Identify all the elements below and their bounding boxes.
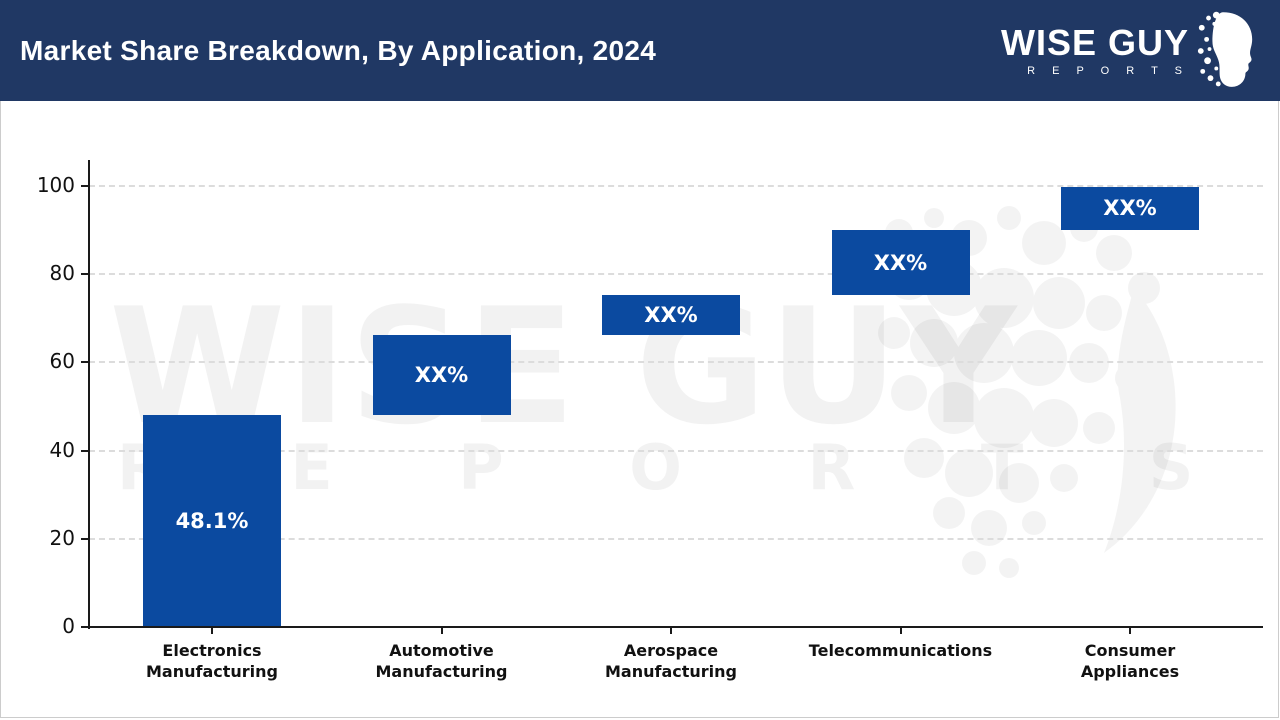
gridline-20	[89, 537, 1263, 540]
y-tick-label-60: 60	[49, 349, 75, 374]
x-axis	[88, 626, 1263, 628]
gridline-100	[89, 185, 1263, 187]
y-axis	[88, 160, 90, 629]
y-tick-40	[81, 449, 89, 452]
logo-face-icon	[1197, 11, 1253, 87]
watermark-face-icon	[878, 206, 1176, 578]
logo-text: WISE GUY R E P O R T S	[1000, 21, 1189, 77]
gridline-40	[89, 449, 1263, 452]
x-tick-0	[211, 627, 213, 634]
x-tick-2	[670, 627, 672, 634]
chart-title: Market Share Breakdown, By Application, …	[20, 34, 657, 66]
y-tick-100	[81, 185, 89, 187]
waterfall-bar-4	[1061, 186, 1199, 231]
plot-area: 0 20 40 60 80 100 48.1% Electronics Manufacturin…	[1, 101, 1278, 717]
chart-area: WISE GUY R E P O R T S 0 20 40 60 80 100 48.1%…	[0, 101, 1279, 718]
x-tick-label-1: Automotive Manufacturing	[375, 641, 508, 681]
gridline-80	[89, 273, 1263, 276]
y-tick-label-100: 100	[36, 173, 75, 197]
y-tick-label-0: 0	[62, 614, 75, 638]
gridline-60	[89, 361, 1263, 364]
x-tick-label-0: Electronics Manufacturing	[146, 641, 278, 681]
x-tick-label-2: Aerospace Manufacturing	[605, 641, 737, 681]
bar-value-label-4: XX%	[1103, 196, 1157, 221]
y-tick-60	[81, 361, 89, 364]
y-tick-label-80: 80	[49, 261, 75, 286]
header-bar: Market Share Breakdown, By Application, …	[0, 0, 1280, 101]
logo-wordmark: WISE GUY	[1000, 21, 1189, 63]
bar-value-label-0: 48.1%	[175, 508, 249, 533]
waterfall-bar-3	[831, 230, 970, 295]
y-tick-label-20: 20	[49, 525, 75, 550]
waterfall-bar-0	[143, 414, 281, 627]
y-tick-0	[81, 626, 89, 628]
bar-value-label-2: XX%	[644, 303, 698, 328]
y-tick-80	[81, 273, 89, 276]
x-tick-4	[1129, 627, 1131, 634]
x-tick-3	[899, 627, 902, 634]
waterfall-bar-2	[602, 294, 740, 336]
waterfall-bar-1	[372, 335, 511, 415]
bar-value-label-1: XX%	[414, 363, 469, 388]
bar-value-label-3: XX%	[873, 250, 928, 275]
y-tick-label-40: 40	[49, 437, 75, 462]
x-tick-label-4: Consumer Appliances	[1080, 641, 1180, 681]
x-tick-1	[440, 627, 443, 634]
logo-subtitle: R E P O R T S	[1027, 64, 1189, 77]
x-tick-label-3: Telecommunications	[808, 641, 993, 660]
wiseguy-logo: WISE GUY R E P O R T S	[1001, 10, 1258, 92]
watermark-text-line2: R E P O R T S	[117, 431, 1246, 504]
y-tick-20	[81, 537, 89, 540]
